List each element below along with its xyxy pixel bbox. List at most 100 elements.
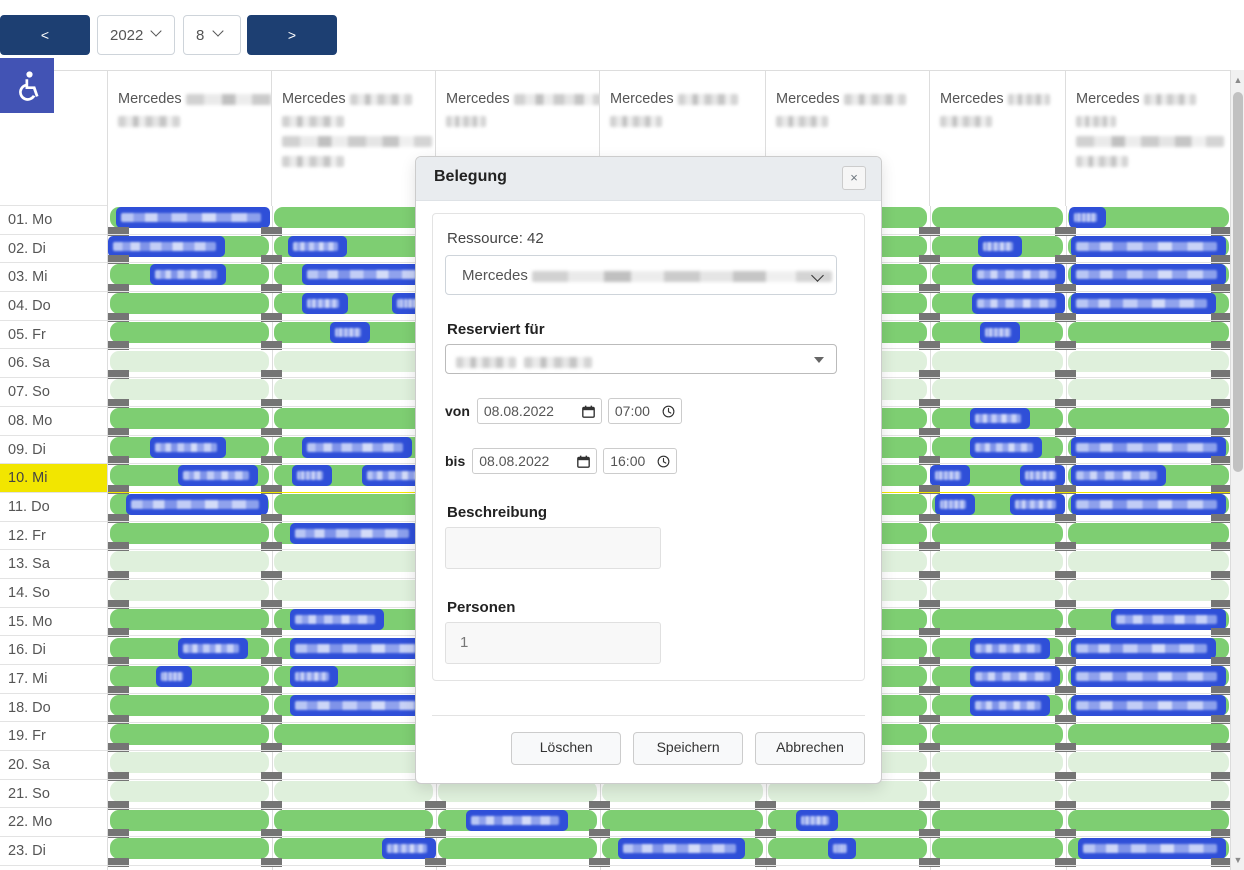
reservation-bar[interactable] bbox=[382, 838, 436, 860]
day-label-cell[interactable]: 20. Sa bbox=[0, 751, 107, 780]
availability-bar[interactable] bbox=[274, 551, 433, 573]
reservation-bar[interactable] bbox=[302, 293, 348, 315]
reservation-bar[interactable] bbox=[302, 436, 412, 458]
availability-bar[interactable] bbox=[1068, 379, 1229, 401]
availability-bar[interactable] bbox=[602, 781, 763, 802]
reservation-bar[interactable] bbox=[292, 465, 332, 487]
availability-bar[interactable] bbox=[110, 781, 269, 802]
reservation-bar[interactable] bbox=[972, 293, 1065, 315]
reservation-bar[interactable] bbox=[1071, 293, 1216, 315]
reservation-bar[interactable] bbox=[302, 264, 436, 286]
reservation-bar[interactable] bbox=[126, 494, 268, 515]
previous-month-button[interactable]: < bbox=[0, 15, 90, 55]
reservation-bar[interactable] bbox=[1071, 637, 1216, 659]
availability-bar[interactable] bbox=[1068, 781, 1229, 802]
availability-bar[interactable] bbox=[1068, 580, 1229, 602]
reservation-bar[interactable] bbox=[178, 465, 258, 487]
day-label-cell[interactable]: 02. Di bbox=[0, 234, 107, 264]
day-label-cell[interactable]: 03. Mi bbox=[0, 263, 107, 293]
availability-bar[interactable] bbox=[932, 551, 1063, 573]
reservation-bar[interactable] bbox=[970, 637, 1050, 659]
availability-bar[interactable] bbox=[1068, 723, 1229, 745]
day-label-cell[interactable]: 14. So bbox=[0, 578, 107, 608]
vertical-scrollbar[interactable]: ▲ ▼ bbox=[1230, 70, 1244, 870]
availability-bar[interactable] bbox=[438, 781, 597, 802]
reservation-bar[interactable] bbox=[978, 235, 1022, 257]
reservation-bar[interactable] bbox=[290, 637, 436, 659]
availability-bar[interactable] bbox=[274, 781, 433, 802]
von-date-input[interactable]: 08.08.2022 bbox=[476, 398, 602, 424]
availability-bar[interactable] bbox=[1068, 407, 1229, 429]
availability-bar[interactable] bbox=[932, 522, 1063, 544]
month-select[interactable]: 123456789101112 bbox=[183, 15, 241, 55]
availability-bar[interactable] bbox=[110, 723, 269, 745]
year-select[interactable]: 2020202120222023 bbox=[97, 15, 175, 55]
day-label-cell[interactable]: 12. Fr bbox=[0, 521, 107, 551]
availability-bar[interactable] bbox=[110, 838, 269, 860]
day-label-cell[interactable]: 15. Mo bbox=[0, 607, 107, 637]
availability-bar[interactable] bbox=[110, 522, 269, 544]
availability-bar[interactable] bbox=[274, 407, 433, 429]
ressource-select[interactable]: Mercedes bbox=[445, 255, 837, 295]
availability-bar[interactable] bbox=[274, 350, 433, 372]
availability-bar[interactable] bbox=[932, 752, 1063, 774]
reservation-bar[interactable] bbox=[1071, 694, 1226, 716]
day-label-cell[interactable]: 06. Sa bbox=[0, 349, 107, 379]
availability-bar[interactable] bbox=[1068, 809, 1229, 831]
availability-bar[interactable] bbox=[602, 809, 763, 831]
accessibility-widget-button[interactable]: Barrierefreiheit bbox=[0, 58, 54, 113]
reservation-bar[interactable] bbox=[618, 838, 745, 860]
availability-bar[interactable] bbox=[932, 723, 1063, 745]
day-label-cell[interactable]: 21. So bbox=[0, 779, 107, 809]
reservation-bar[interactable] bbox=[290, 666, 338, 688]
delete-button[interactable]: Löschen bbox=[511, 732, 622, 765]
reservation-bar[interactable] bbox=[1111, 608, 1226, 630]
availability-bar[interactable] bbox=[1068, 551, 1229, 573]
day-label-cell[interactable]: 09. Di bbox=[0, 435, 107, 465]
reservation-bar[interactable] bbox=[970, 694, 1050, 716]
reservation-bar[interactable] bbox=[970, 407, 1030, 429]
reservation-bar[interactable] bbox=[330, 321, 370, 343]
availability-bar[interactable] bbox=[110, 321, 269, 343]
scroll-down-arrow-icon[interactable]: ▼ bbox=[1233, 855, 1243, 865]
reservation-bar[interactable] bbox=[288, 235, 347, 257]
availability-bar[interactable] bbox=[1068, 522, 1229, 544]
close-icon[interactable]: × bbox=[842, 166, 866, 190]
availability-bar[interactable] bbox=[110, 809, 269, 831]
day-label-cell[interactable]: 22. Mo bbox=[0, 808, 107, 838]
availability-bar[interactable] bbox=[932, 809, 1063, 831]
reservation-bar[interactable] bbox=[980, 321, 1020, 343]
reservation-bar[interactable] bbox=[150, 436, 226, 458]
next-month-button[interactable]: > bbox=[247, 15, 337, 55]
availability-bar[interactable] bbox=[274, 752, 433, 774]
availability-bar[interactable] bbox=[438, 838, 597, 860]
availability-bar[interactable] bbox=[110, 752, 269, 774]
availability-bar[interactable] bbox=[932, 781, 1063, 802]
day-label-cell[interactable]: 04. Do bbox=[0, 292, 107, 321]
day-label-cell[interactable]: 17. Mi bbox=[0, 665, 107, 694]
cancel-button[interactable]: Abbrechen bbox=[755, 732, 865, 765]
availability-bar[interactable] bbox=[274, 809, 433, 831]
reservation-bar[interactable] bbox=[1071, 666, 1226, 688]
availability-bar[interactable] bbox=[932, 608, 1063, 630]
availability-bar[interactable] bbox=[768, 781, 927, 802]
availability-bar[interactable] bbox=[110, 580, 269, 602]
bis-time-input[interactable]: 16:00 bbox=[603, 448, 678, 474]
reservation-bar[interactable] bbox=[108, 235, 225, 257]
reservation-bar[interactable] bbox=[930, 465, 970, 487]
reservation-bar[interactable] bbox=[972, 264, 1065, 286]
reservation-bar[interactable] bbox=[1071, 235, 1226, 257]
reservation-bar[interactable] bbox=[1071, 494, 1226, 515]
reservation-bar[interactable] bbox=[150, 264, 226, 286]
reservation-bar[interactable] bbox=[178, 637, 248, 659]
reservation-bar[interactable] bbox=[290, 608, 384, 630]
reservation-bar[interactable] bbox=[1010, 494, 1065, 515]
day-label-cell[interactable]: 10. Mi bbox=[0, 464, 107, 493]
availability-bar[interactable] bbox=[1068, 752, 1229, 774]
availability-bar[interactable] bbox=[274, 207, 433, 228]
reservation-bar[interactable] bbox=[1020, 465, 1065, 487]
reservation-bar[interactable] bbox=[970, 666, 1060, 688]
availability-bar[interactable] bbox=[932, 207, 1063, 228]
availability-bar[interactable] bbox=[932, 580, 1063, 602]
day-label-cell[interactable]: 13. Sa bbox=[0, 550, 107, 579]
